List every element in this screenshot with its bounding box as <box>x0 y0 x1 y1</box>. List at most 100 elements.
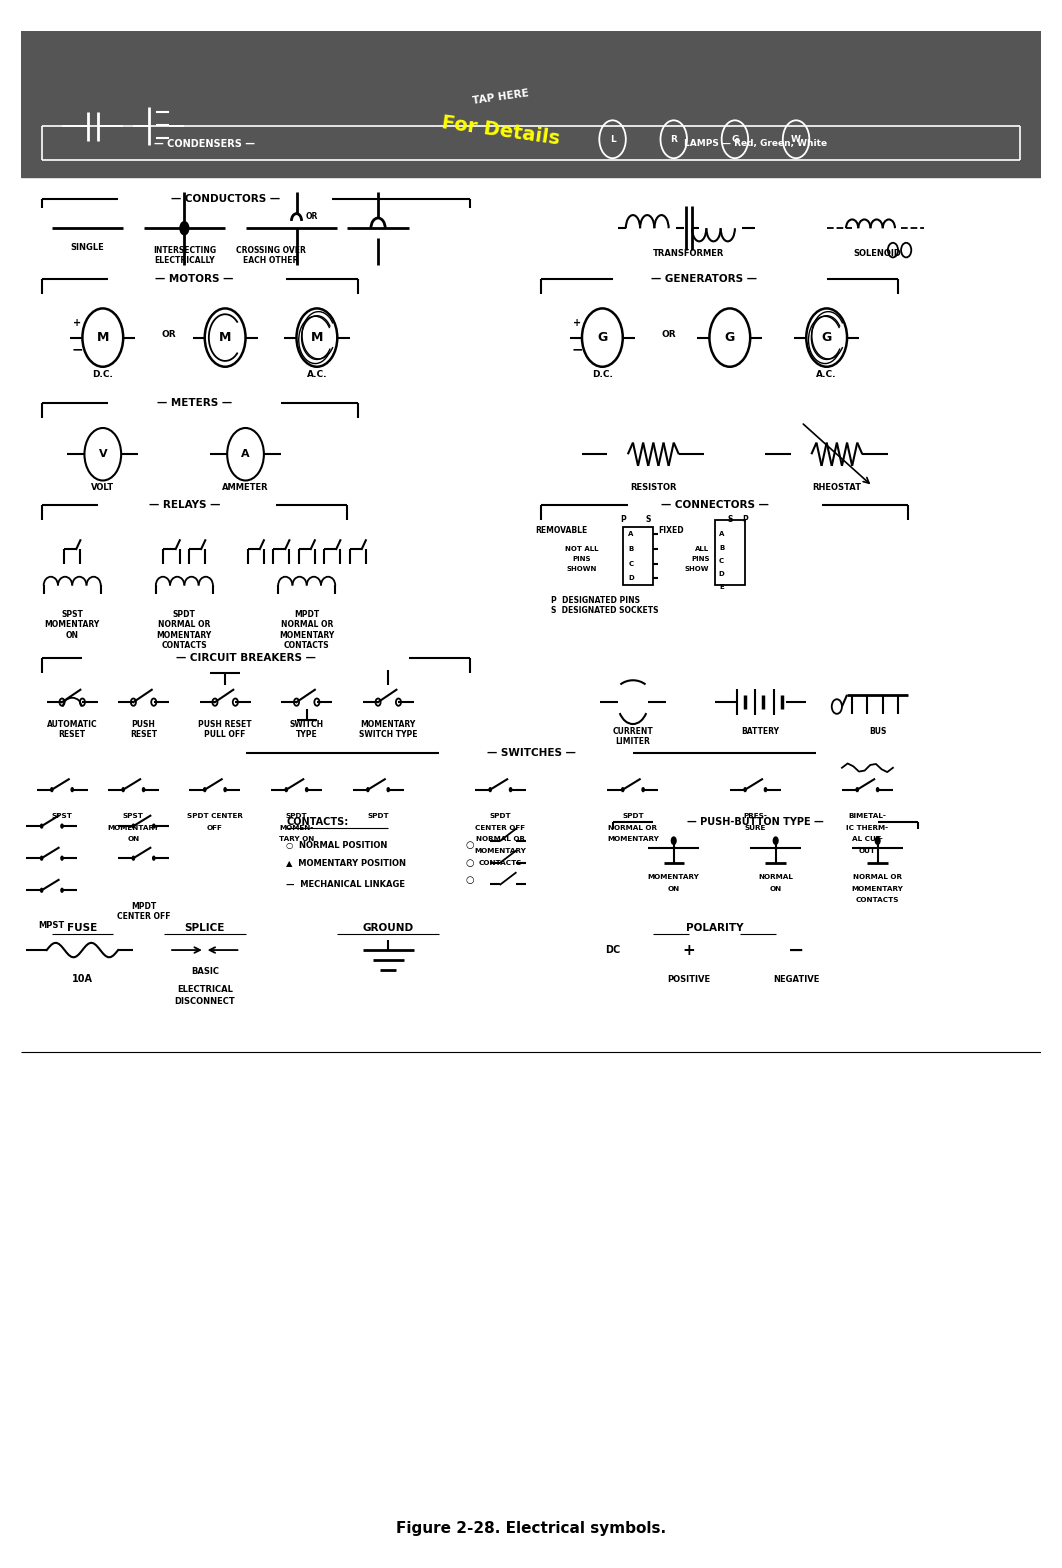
Circle shape <box>50 787 54 792</box>
Text: G: G <box>732 135 738 144</box>
Text: OR: OR <box>306 212 318 221</box>
Text: MOMENTARY: MOMENTARY <box>45 621 100 629</box>
Text: For Details: For Details <box>440 113 561 149</box>
Bar <box>21 31 1041 177</box>
Text: BIMETAL-: BIMETAL- <box>849 812 887 818</box>
Text: PUSH: PUSH <box>132 720 155 729</box>
Text: TYPE: TYPE <box>296 729 318 739</box>
Text: MPDT: MPDT <box>294 610 320 619</box>
Text: MOMENTARY: MOMENTARY <box>648 873 700 880</box>
Text: — GENERATORS —: — GENERATORS — <box>651 274 757 284</box>
Text: DC: DC <box>605 946 620 955</box>
Text: SURE: SURE <box>744 825 766 831</box>
Circle shape <box>387 787 390 792</box>
Text: SWITCH TYPE: SWITCH TYPE <box>359 729 417 739</box>
Text: FUSE: FUSE <box>67 924 98 933</box>
Text: ON: ON <box>127 836 139 842</box>
Text: M: M <box>97 331 109 343</box>
Circle shape <box>152 856 156 861</box>
Text: P  DESIGNATED PINS: P DESIGNATED PINS <box>551 596 640 605</box>
Text: TRANSFORMER: TRANSFORMER <box>653 248 724 257</box>
Text: TARY ON: TARY ON <box>279 836 314 842</box>
Text: G: G <box>597 331 607 343</box>
Text: PINS: PINS <box>572 557 592 563</box>
Circle shape <box>152 823 156 829</box>
Text: S: S <box>727 516 733 524</box>
Text: SPDT: SPDT <box>490 812 511 818</box>
Text: TAP HERE: TAP HERE <box>472 88 529 107</box>
Text: SPST: SPST <box>52 812 72 818</box>
Text: VOLT: VOLT <box>91 483 115 492</box>
Circle shape <box>509 787 513 792</box>
Circle shape <box>876 787 879 792</box>
Text: SOLENOID: SOLENOID <box>854 248 902 257</box>
Text: SPDT: SPDT <box>286 812 307 818</box>
Text: — MOTORS —: — MOTORS — <box>155 274 234 284</box>
Circle shape <box>305 787 309 792</box>
Bar <box>622 527 653 585</box>
Text: MPDT: MPDT <box>131 902 156 911</box>
Text: — METERS —: — METERS — <box>157 398 233 408</box>
Text: SPDT: SPDT <box>367 812 389 818</box>
Text: SHOW: SHOW <box>685 566 709 572</box>
Text: −: − <box>788 941 804 960</box>
Text: +: + <box>73 318 82 328</box>
Text: AL CUT-: AL CUT- <box>852 836 883 842</box>
Text: REMOVABLE: REMOVABLE <box>535 525 587 535</box>
Text: NORMAL OR: NORMAL OR <box>280 621 332 629</box>
Text: GROUND: GROUND <box>363 924 414 933</box>
Text: AMMETER: AMMETER <box>222 483 269 492</box>
Text: ON: ON <box>770 886 782 892</box>
Text: S  DESIGNATED SOCKETS: S DESIGNATED SOCKETS <box>551 605 658 615</box>
Text: MOMENTARY: MOMENTARY <box>852 886 904 892</box>
Text: OUT: OUT <box>859 848 876 855</box>
Text: ON: ON <box>66 630 79 640</box>
Text: C: C <box>629 561 633 566</box>
Text: C: C <box>719 558 724 564</box>
Text: +: + <box>683 942 696 958</box>
Text: MOMEN-: MOMEN- <box>279 825 313 831</box>
Circle shape <box>764 787 768 792</box>
Text: CONTACTS: CONTACTS <box>856 897 900 903</box>
Text: SHOWN: SHOWN <box>567 566 597 572</box>
Text: SINGLE: SINGLE <box>71 243 104 252</box>
Circle shape <box>366 787 370 792</box>
Text: MOMENTARY: MOMENTARY <box>107 825 159 831</box>
Text: M: M <box>311 331 323 343</box>
Text: A: A <box>629 532 634 538</box>
Circle shape <box>621 787 624 792</box>
Text: RHEOSTAT: RHEOSTAT <box>812 483 861 492</box>
Text: ELECTRICALLY: ELECTRICALLY <box>154 256 215 265</box>
Text: OR: OR <box>662 331 675 339</box>
Text: NOT ALL: NOT ALL <box>565 546 599 552</box>
Circle shape <box>141 787 145 792</box>
Text: NORMAL OR: NORMAL OR <box>476 836 525 842</box>
Text: OFF: OFF <box>207 825 223 831</box>
Text: NORMAL OR: NORMAL OR <box>853 873 902 880</box>
Text: RESET: RESET <box>130 729 157 739</box>
Circle shape <box>223 787 227 792</box>
Text: BASIC: BASIC <box>191 967 219 977</box>
Text: 10A: 10A <box>72 974 92 985</box>
Text: −: − <box>571 342 583 356</box>
Text: SWITCH: SWITCH <box>290 720 324 729</box>
Text: D: D <box>628 575 634 582</box>
Text: MOMENTARY: MOMENTARY <box>475 848 527 855</box>
Text: Figure 2-28. Electrical symbols.: Figure 2-28. Electrical symbols. <box>396 1521 666 1537</box>
Text: EACH OTHER: EACH OTHER <box>243 256 298 265</box>
Circle shape <box>132 856 135 861</box>
Text: P: P <box>742 516 748 524</box>
Text: POSITIVE: POSITIVE <box>667 975 710 983</box>
Text: LIMITER: LIMITER <box>616 737 650 746</box>
Circle shape <box>489 787 492 792</box>
Text: M: M <box>219 331 232 343</box>
Text: SPLICE: SPLICE <box>185 924 225 933</box>
Text: B: B <box>629 546 634 552</box>
Text: SPST: SPST <box>123 812 143 818</box>
Text: ON: ON <box>668 886 680 892</box>
Text: MOMENTARY: MOMENTARY <box>279 630 335 640</box>
Circle shape <box>70 787 74 792</box>
Text: D.C.: D.C. <box>592 370 613 378</box>
Text: — RELAYS —: — RELAYS — <box>149 500 220 510</box>
Text: D: D <box>719 571 724 577</box>
